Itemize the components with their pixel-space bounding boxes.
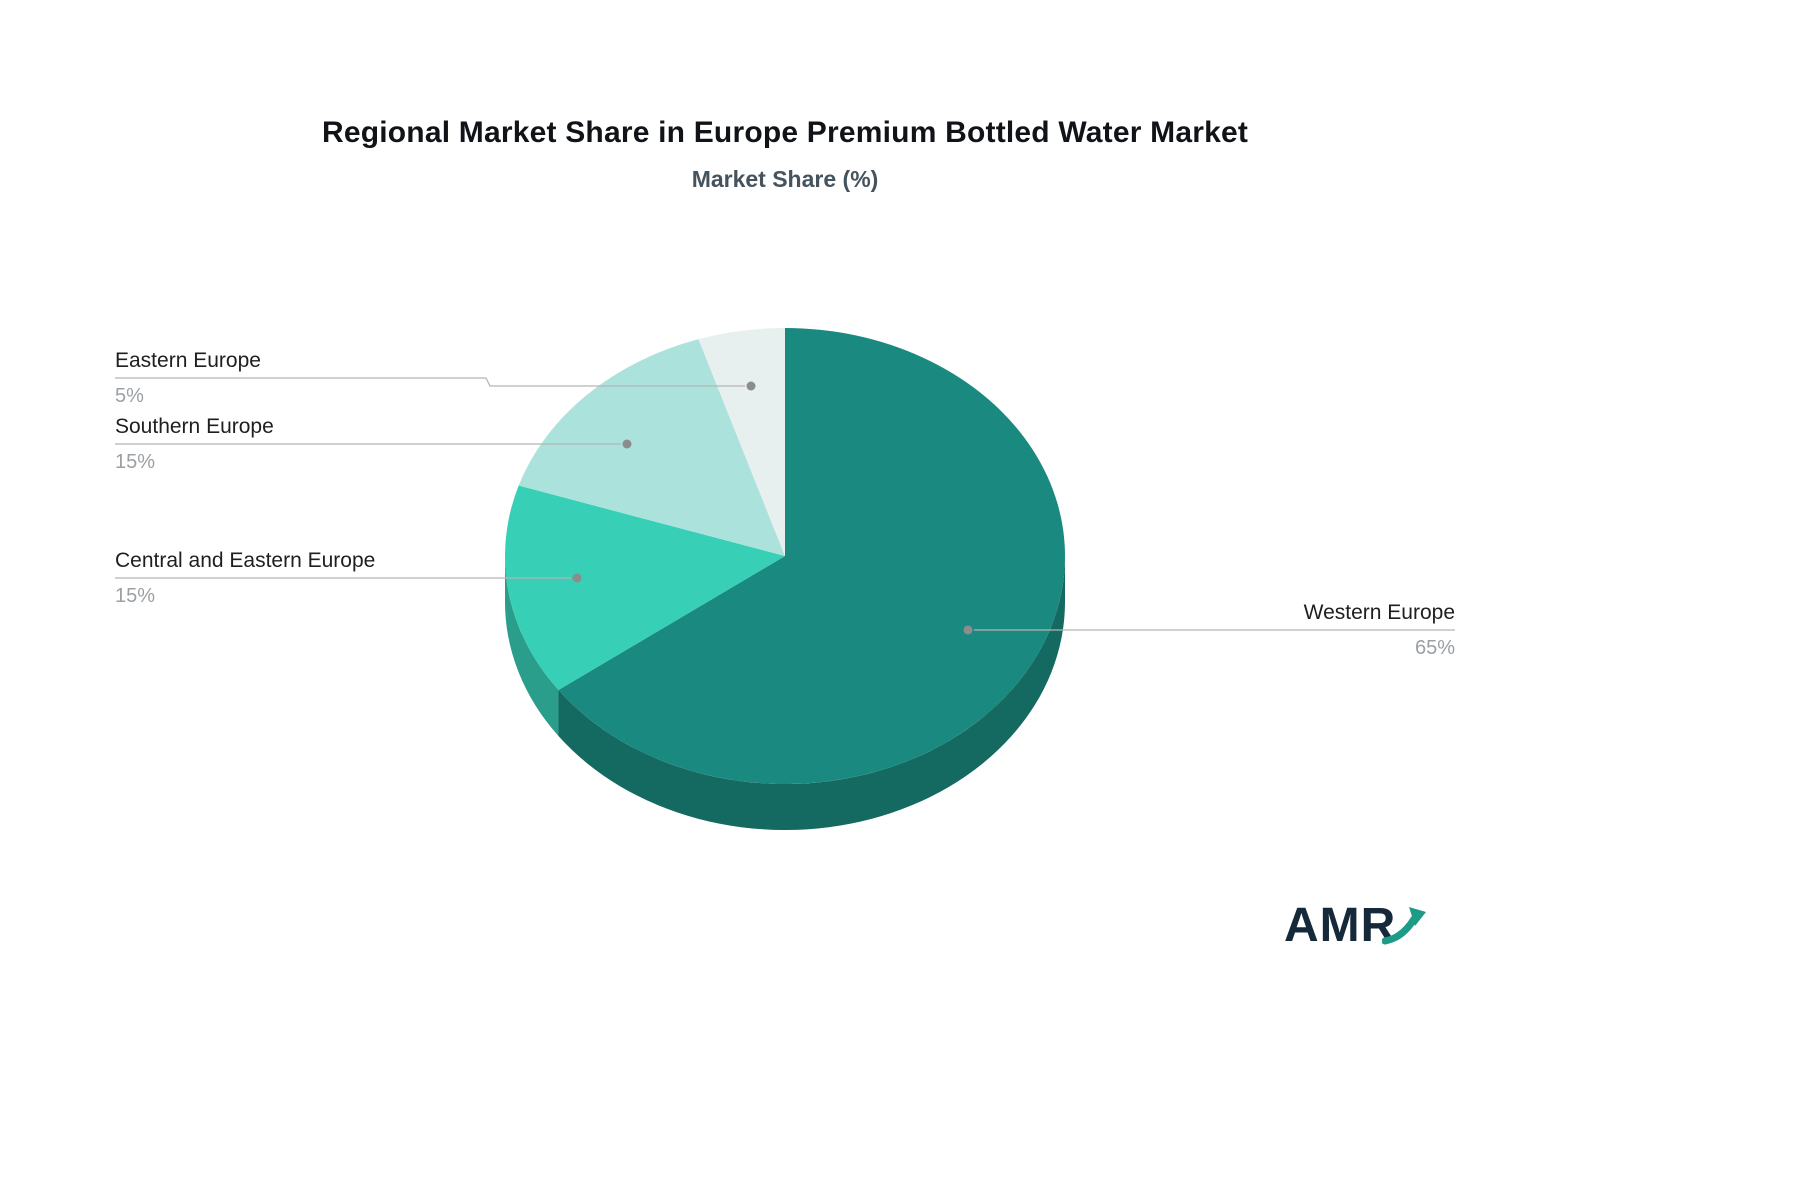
- chart-subtitle: Market Share (%): [691, 166, 879, 192]
- callout-label: Southern Europe: [115, 415, 274, 438]
- callout-value: 65%: [1414, 637, 1455, 659]
- pie-slice-central-and-eastern-europe[interactable]: [504, 485, 785, 691]
- callout-label: Central and Eastern Europe: [115, 549, 376, 572]
- logo-text: AMR: [1284, 899, 1397, 952]
- callout-dot-western-europe: [963, 625, 973, 635]
- callout-central-and-eastern-europe: Central and Eastern Europe 15%: [115, 548, 375, 609]
- pie-slice-eastern-europe[interactable]: [698, 328, 785, 556]
- callout-label: Western Europe: [1303, 601, 1455, 624]
- pie-slice-western-europe[interactable]: [558, 328, 1065, 784]
- callout-dot-central-and-eastern-europe: [572, 573, 582, 583]
- callout-value: 15%: [115, 585, 156, 607]
- pie-slice-southern-europe[interactable]: [518, 339, 785, 556]
- callout-value: 5%: [115, 385, 144, 407]
- callout-label: Eastern Europe: [115, 349, 261, 372]
- callout-value: 15%: [115, 451, 156, 473]
- callout-eastern-europe: Eastern Europe 5%: [115, 348, 261, 409]
- logo-arrow-icon: [1382, 907, 1427, 945]
- brand-logo: AMR: [1284, 898, 1428, 953]
- callout-southern-europe: Southern Europe 15%: [115, 414, 274, 475]
- callout-dot-southern-europe: [622, 439, 632, 449]
- title-block: Regional Market Share in Europe Premium …: [0, 116, 1570, 193]
- chart-title: Regional Market Share in Europe Premium …: [321, 116, 1249, 149]
- callout-western-europe: Western Europe 65%: [1055, 600, 1455, 661]
- pie-slice-side-central-and-eastern-europe: [505, 556, 559, 737]
- pie-slice-side-western-europe: [558, 556, 1065, 830]
- callout-line-eastern-europe: [115, 377, 745, 387]
- callout-dot-eastern-europe: [746, 381, 756, 391]
